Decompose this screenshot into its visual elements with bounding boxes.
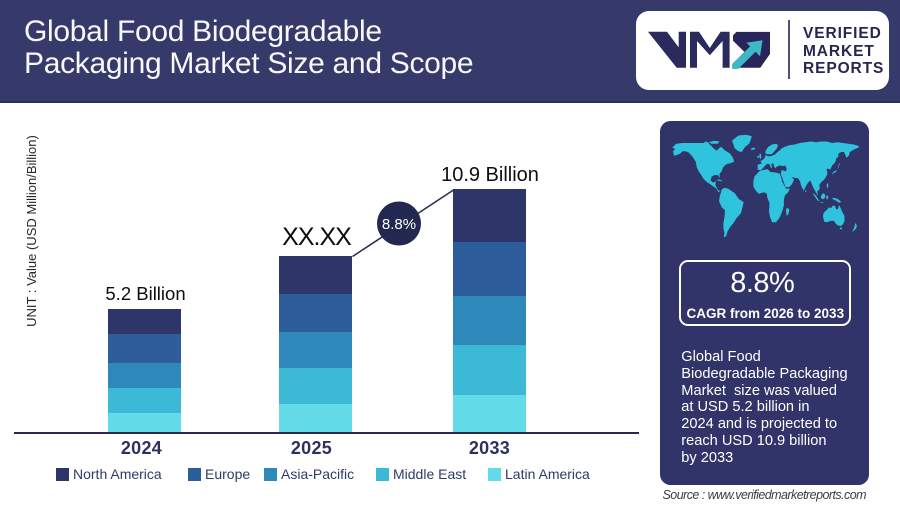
svg-text:8.8%: 8.8% bbox=[382, 216, 416, 233]
